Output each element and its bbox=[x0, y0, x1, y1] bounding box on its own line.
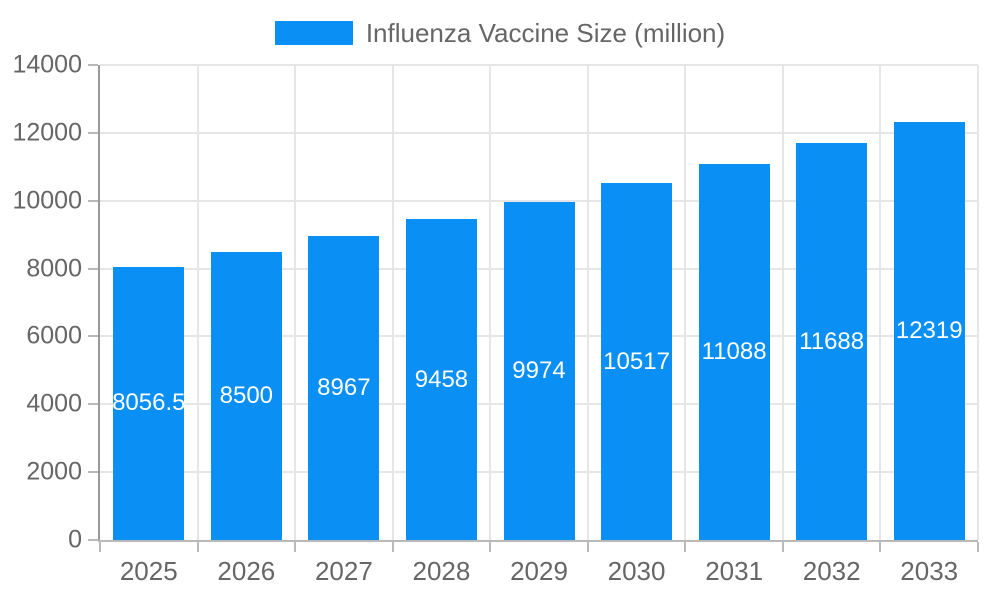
legend[interactable]: Influenza Vaccine Size (million) bbox=[0, 20, 1000, 46]
bar-value-label: 11088 bbox=[701, 337, 767, 365]
x-tick-label: 2030 bbox=[607, 556, 666, 586]
bar-value-label: 9458 bbox=[414, 365, 469, 393]
bar-2026[interactable] bbox=[210, 251, 282, 540]
bar-2029[interactable] bbox=[503, 201, 575, 540]
bar-2032[interactable] bbox=[796, 143, 868, 540]
x-axis-tick bbox=[586, 542, 589, 552]
y-tick-label: 8000 bbox=[26, 254, 82, 283]
plot-area: 8056.5 8500 8967 9458 9974 10517 11088 11688 123… bbox=[100, 64, 979, 540]
y-axis-line bbox=[98, 65, 100, 542]
x-gridline bbox=[684, 65, 687, 540]
x-tick-label: 2029 bbox=[510, 556, 568, 586]
x-axis-tick bbox=[196, 542, 199, 552]
bar-2028[interactable] bbox=[405, 219, 477, 540]
bar-2025[interactable] bbox=[113, 266, 185, 540]
bar-value-label: 11688 bbox=[799, 327, 865, 355]
y-axis-tick bbox=[88, 539, 98, 541]
x-tick-label: 2027 bbox=[314, 556, 373, 586]
x-gridline bbox=[586, 65, 589, 540]
x-axis-tick bbox=[294, 542, 297, 552]
bar-value-label: 9974 bbox=[512, 356, 566, 384]
y-tick-label: 4000 bbox=[26, 389, 82, 418]
y-gridline bbox=[100, 64, 978, 66]
y-axis-tick bbox=[88, 64, 98, 66]
x-axis-tick bbox=[781, 542, 784, 552]
bar-value-label: 8967 bbox=[317, 373, 371, 401]
x-tick-label: 2032 bbox=[802, 556, 861, 586]
y-tick-label: 0 bbox=[68, 525, 82, 554]
x-axis-tick bbox=[684, 542, 687, 552]
bar-value-label: 8500 bbox=[219, 381, 274, 409]
x-axis-line bbox=[98, 540, 978, 542]
x-axis-tick bbox=[99, 542, 101, 552]
x-axis-tick bbox=[489, 542, 492, 552]
bar-2030[interactable] bbox=[601, 183, 673, 540]
x-tick-label: 2031 bbox=[705, 556, 764, 586]
y-axis-tick bbox=[88, 199, 98, 202]
bar-value-label: 8056.5 bbox=[112, 389, 186, 417]
bar-2031[interactable] bbox=[698, 163, 770, 540]
y-tick-label: 10000 bbox=[12, 186, 82, 215]
y-tick-label: 14000 bbox=[12, 50, 82, 79]
y-axis-tick bbox=[88, 131, 98, 134]
x-gridline bbox=[781, 65, 784, 540]
y-tick-label: 12000 bbox=[12, 118, 82, 147]
x-tick-label: 2025 bbox=[119, 556, 178, 586]
legend-label: Influenza Vaccine Size (million) bbox=[365, 18, 726, 48]
x-axis-tick bbox=[879, 542, 882, 552]
x-gridline bbox=[489, 65, 492, 540]
x-gridline bbox=[294, 65, 297, 540]
x-gridline bbox=[391, 65, 394, 540]
y-axis-tick bbox=[88, 403, 98, 406]
y-gridline bbox=[100, 199, 978, 202]
y-tick-label: 6000 bbox=[26, 321, 82, 350]
y-tick-label: 2000 bbox=[26, 457, 82, 486]
x-axis-tick bbox=[977, 542, 979, 552]
x-gridline bbox=[196, 65, 199, 540]
bar-value-label: 10517 bbox=[603, 347, 670, 375]
y-axis-tick bbox=[88, 335, 98, 338]
y-gridline bbox=[100, 131, 978, 134]
y-axis-tick bbox=[88, 471, 98, 474]
x-axis-tick bbox=[391, 542, 394, 552]
x-tick-label: 2026 bbox=[217, 556, 276, 586]
x-tick-label: 2028 bbox=[412, 556, 471, 586]
bar-2027[interactable] bbox=[308, 235, 380, 540]
x-gridline bbox=[879, 65, 882, 540]
bar-value-label: 12319 bbox=[895, 317, 963, 345]
x-tick-label: 2033 bbox=[900, 556, 959, 586]
bar-2033[interactable] bbox=[893, 122, 965, 540]
y-axis-tick bbox=[88, 267, 98, 270]
legend-swatch bbox=[274, 21, 353, 45]
x-gridline bbox=[977, 65, 979, 540]
